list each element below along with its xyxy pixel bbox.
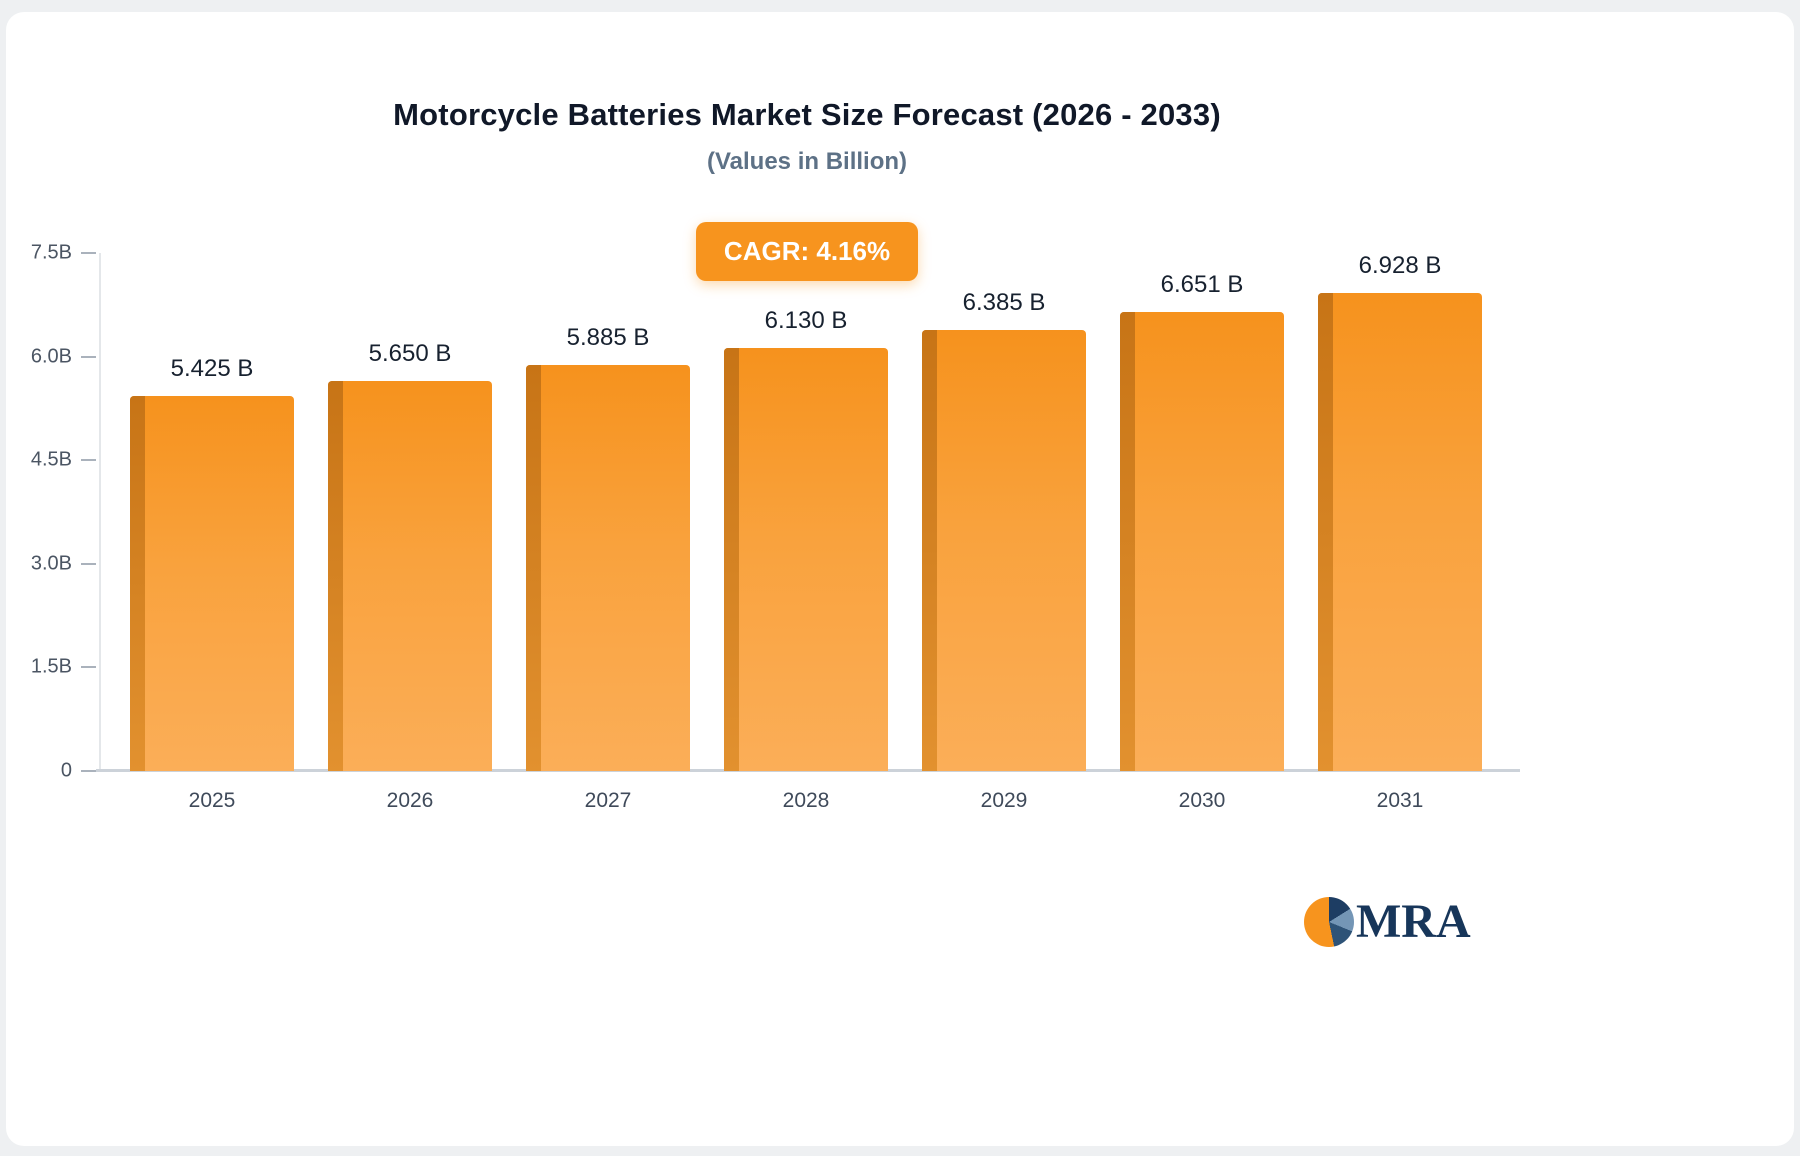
y-tick-mark <box>81 562 96 565</box>
cagr-badge-row: CAGR: 4.16% <box>0 222 1614 281</box>
y-tick-mark <box>81 666 96 669</box>
bar-2025: 5.425 B <box>130 355 294 771</box>
cagr-badge: CAGR: 4.16% <box>695 222 919 281</box>
brand-pie-icon <box>1304 897 1354 947</box>
y-tick-mark <box>81 459 96 462</box>
y-tick-label: 6.0B <box>30 345 72 368</box>
bar-2031: 6.928 B <box>1318 252 1482 771</box>
bar-2027: 5.885 B <box>526 324 690 771</box>
y-tick-mark <box>81 252 96 254</box>
y-tick-label: 4.5B <box>30 448 72 471</box>
bar-side-shade <box>724 348 739 771</box>
bar-value-label: 5.425 B <box>170 355 254 382</box>
y-axis-line <box>99 253 101 771</box>
bar-value-label: 5.885 B <box>566 324 650 351</box>
x-tick-label: 2029 <box>980 789 1028 812</box>
bar-2030: 6.651 B <box>1120 271 1284 771</box>
chart-title: Motorcycle Batteries Market Size Forecas… <box>393 97 1221 132</box>
x-tick-label: 2025 <box>188 789 236 812</box>
brand-logo: MRA <box>1304 897 1471 947</box>
bar-value-label: 6.651 B <box>1160 271 1244 298</box>
y-tick-mark <box>81 355 96 358</box>
chart-subtitle: (Values in Billion) <box>706 148 908 175</box>
x-axis: 2025 2026 2027 2028 2029 2030 2031 <box>100 789 1515 829</box>
y-tick-label: 1.5B <box>30 655 72 678</box>
bar-value-label: 6.928 B <box>1358 252 1442 279</box>
bar-2026: 5.650 B <box>328 340 492 771</box>
y-axis: 0 1.5B 3.0B 4.5B 6.0B 7.5B <box>0 242 100 782</box>
y-tick-mark <box>81 770 96 772</box>
x-tick-label: 2030 <box>1178 789 1226 812</box>
y-tick-label: 7.5B <box>30 241 72 264</box>
bar-side-shade <box>526 365 541 771</box>
bar-2028: 6.130 B <box>724 307 888 771</box>
bar-side-shade <box>1318 293 1333 771</box>
plot-area: 5.425 B 5.650 B 5.885 B 6.130 B 6.385 B 6.651… <box>100 252 1515 771</box>
bar-2029: 6.385 B <box>922 289 1086 771</box>
x-tick-label: 2028 <box>782 789 830 812</box>
x-tick-label: 2026 <box>386 789 434 812</box>
y-tick-label: 0 <box>60 759 72 782</box>
bar-value-label: 6.385 B <box>962 289 1046 316</box>
y-tick-label: 3.0B <box>30 552 72 575</box>
x-tick-label: 2031 <box>1376 789 1424 812</box>
brand-name: MRA <box>1356 895 1471 948</box>
bar-side-shade <box>328 381 343 771</box>
bar-side-shade <box>922 330 937 771</box>
bar-value-label: 5.650 B <box>368 340 452 367</box>
chart-card <box>6 12 1794 1146</box>
x-tick-label: 2027 <box>584 789 632 812</box>
bar-side-shade <box>1120 312 1135 771</box>
bar-value-label: 6.130 B <box>764 307 848 334</box>
bar-side-shade <box>130 396 145 771</box>
